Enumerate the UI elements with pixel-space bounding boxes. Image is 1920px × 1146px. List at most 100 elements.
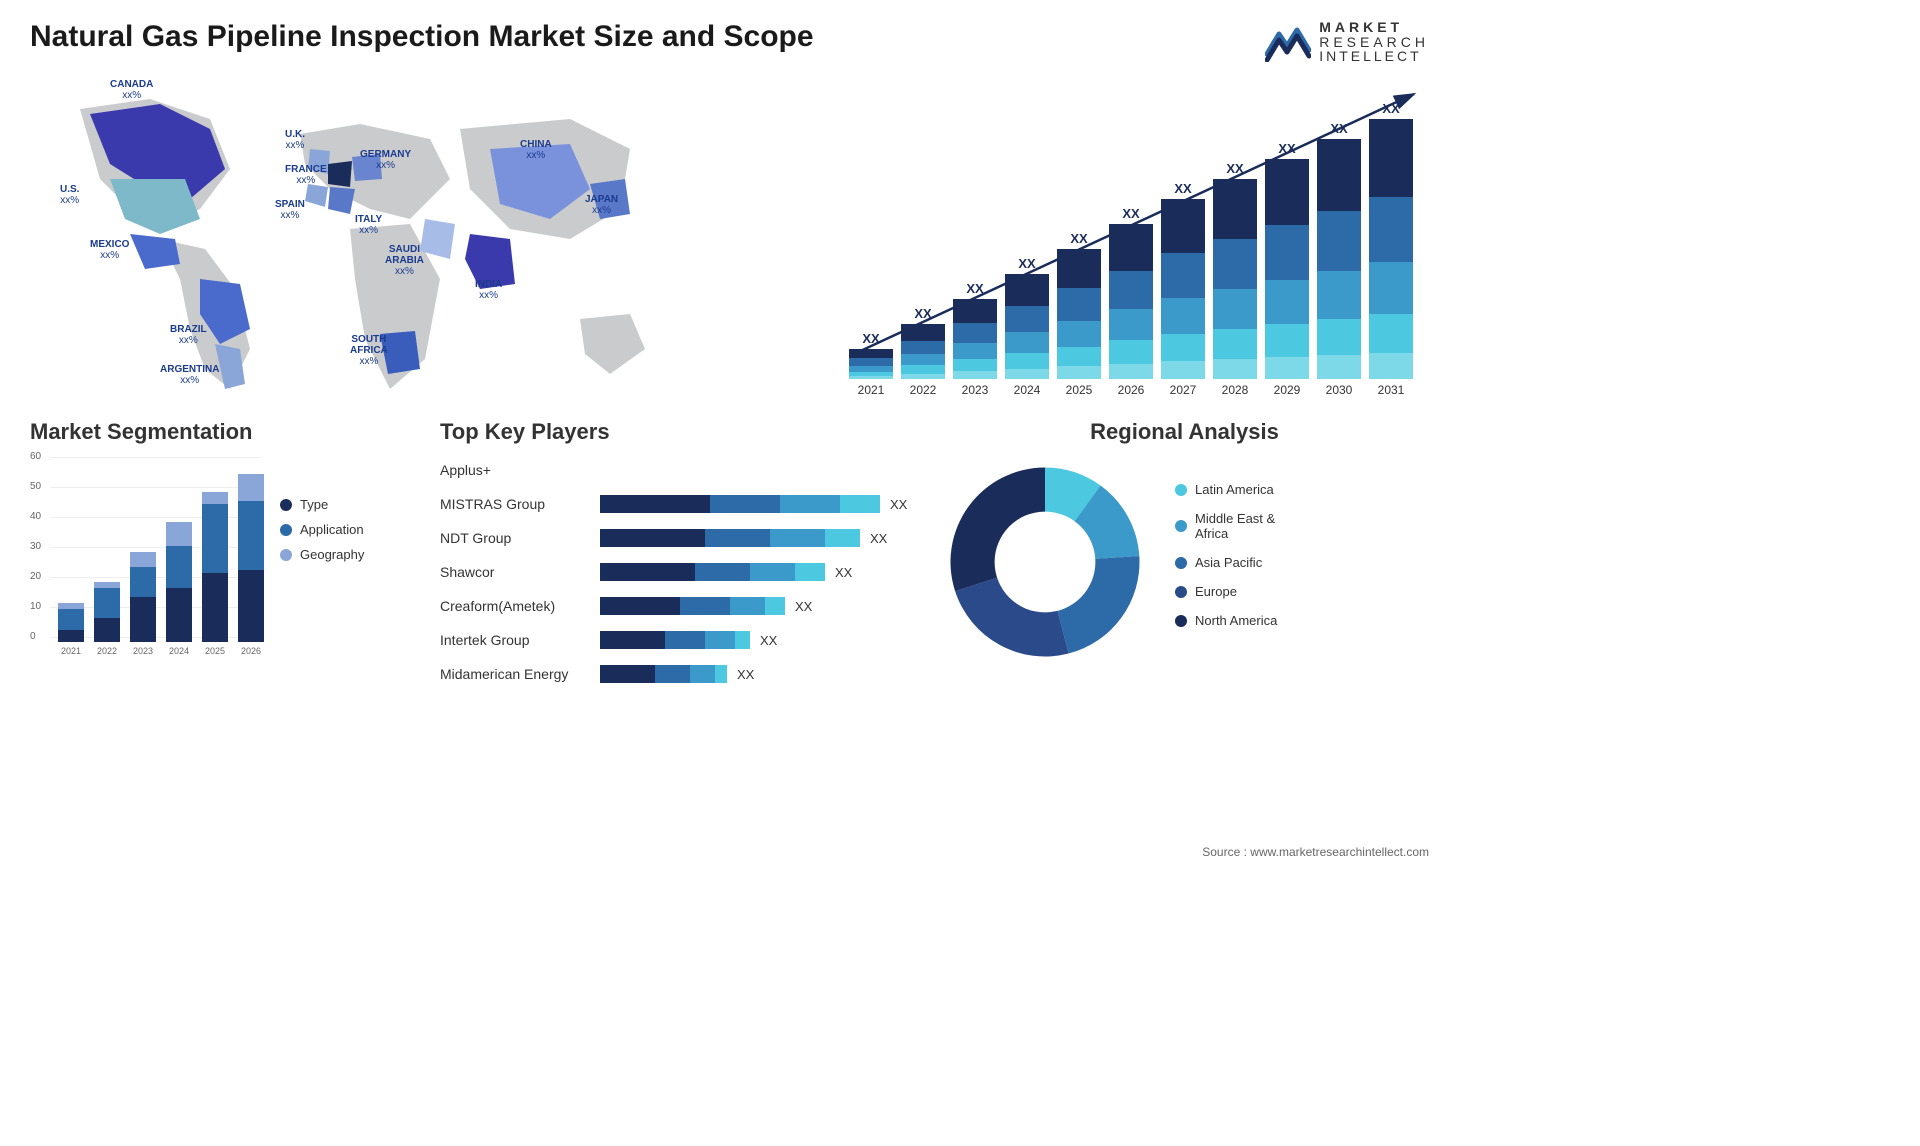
player-row: Midamerican Energy XX <box>440 661 920 687</box>
segment-year: 2024 <box>166 646 192 656</box>
forecast-bar: XX2030 <box>1317 139 1361 379</box>
legend-item: Geography <box>280 547 364 562</box>
axis-tick: 10 <box>30 601 41 612</box>
player-name: NDT Group <box>440 530 600 546</box>
bar-year-label: 2028 <box>1213 383 1257 397</box>
bar-year-label: 2021 <box>849 383 893 397</box>
bar-year-label: 2022 <box>901 383 945 397</box>
bar-value-label: XX <box>901 306 945 321</box>
main-forecast-chart: XX2021XX2022XX2023XX2024XX2025XX2026XX20… <box>839 79 1429 399</box>
bar-year-label: 2031 <box>1369 383 1413 397</box>
player-name: Shawcor <box>440 564 600 580</box>
source-label: Source : www.marketresearchintellect.com <box>1202 845 1429 859</box>
axis-tick: 50 <box>30 481 41 492</box>
player-bar <box>600 495 880 513</box>
map-label: SOUTHAFRICAxx% <box>350 334 388 367</box>
regional-legend: Latin AmericaMiddle East &AfricaAsia Pac… <box>1175 482 1277 642</box>
bar-value-label: XX <box>1161 181 1205 196</box>
map-label: ITALYxx% <box>355 214 382 236</box>
player-value: XX <box>737 667 754 682</box>
segment-bar: 2023 <box>130 552 156 642</box>
player-value: XX <box>835 565 852 580</box>
map-label: BRAZILxx% <box>170 324 207 346</box>
player-bar <box>600 631 750 649</box>
map-label: CHINAxx% <box>520 139 552 161</box>
forecast-bar: XX2029 <box>1265 159 1309 379</box>
segment-year: 2026 <box>238 646 264 656</box>
map-label: U.K.xx% <box>285 129 305 151</box>
player-row: Applus+ <box>440 457 920 483</box>
legend-item: Middle East &Africa <box>1175 511 1277 541</box>
player-bar <box>600 597 785 615</box>
player-row: Creaform(Ametek) XX <box>440 593 920 619</box>
page-title: Natural Gas Pipeline Inspection Market S… <box>30 20 814 54</box>
bar-value-label: XX <box>1265 141 1309 156</box>
bar-value-label: XX <box>1369 101 1413 116</box>
regional-donut-chart <box>940 457 1150 667</box>
segmentation-section: Market Segmentation 0102030405060 202120… <box>30 419 420 695</box>
key-players-section: Top Key Players Applus+MISTRAS GroupXXND… <box>440 419 920 695</box>
map-label: SAUDIARABIAxx% <box>385 244 424 277</box>
segmentation-chart: 0102030405060 202120222023202420252026 T… <box>30 457 420 657</box>
forecast-bar: XX2021 <box>849 349 893 379</box>
legend-item: Europe <box>1175 584 1277 599</box>
player-row: Intertek GroupXX <box>440 627 920 653</box>
segment-year: 2023 <box>130 646 156 656</box>
logo-icon <box>1265 22 1311 62</box>
player-name: Creaform(Ametek) <box>440 598 600 614</box>
segment-bar: 2026 <box>238 474 264 642</box>
legend-item: Application <box>280 522 364 537</box>
segment-bar: 2022 <box>94 582 120 642</box>
players-title: Top Key Players <box>440 419 920 445</box>
map-label: SPAINxx% <box>275 199 305 221</box>
brand-logo: MARKET RESEARCH INTELLECT <box>1265 20 1429 64</box>
bar-value-label: XX <box>1317 121 1361 136</box>
legend-item: North America <box>1175 613 1277 628</box>
player-row: MISTRAS GroupXX <box>440 491 920 517</box>
bar-year-label: 2024 <box>1005 383 1049 397</box>
player-name: Applus+ <box>440 462 600 478</box>
player-value: XX <box>795 599 812 614</box>
logo-line1: MARKET <box>1319 20 1429 35</box>
map-label: FRANCExx% <box>285 164 327 186</box>
legend-item: Type <box>280 497 364 512</box>
bar-value-label: XX <box>1005 256 1049 271</box>
bar-year-label: 2026 <box>1109 383 1153 397</box>
map-label: MEXICOxx% <box>90 239 129 261</box>
player-value: XX <box>870 531 887 546</box>
regional-section: Regional Analysis Latin AmericaMiddle Ea… <box>940 419 1429 695</box>
segmentation-legend: Type Application Geography <box>280 497 364 572</box>
bar-year-label: 2027 <box>1161 383 1205 397</box>
forecast-bar: XX2022 <box>901 324 945 379</box>
forecast-bar: XX2023 <box>953 299 997 379</box>
map-label: JAPANxx% <box>585 194 618 216</box>
axis-tick: 20 <box>30 571 41 582</box>
legend-item: Asia Pacific <box>1175 555 1277 570</box>
player-bar <box>600 665 727 683</box>
map-label: INDIAxx% <box>475 279 502 301</box>
forecast-bar: XX2025 <box>1057 249 1101 379</box>
map-label: ARGENTINAxx% <box>160 364 219 386</box>
bar-value-label: XX <box>1057 231 1101 246</box>
forecast-bar: XX2027 <box>1161 199 1205 379</box>
player-row: Shawcor XX <box>440 559 920 585</box>
bar-year-label: 2023 <box>953 383 997 397</box>
axis-tick: 60 <box>30 451 41 462</box>
map-label: U.S.xx% <box>60 184 79 206</box>
bar-value-label: XX <box>1109 206 1153 221</box>
forecast-bar: XX2031 <box>1369 119 1413 379</box>
segmentation-title: Market Segmentation <box>30 419 420 445</box>
regional-title: Regional Analysis <box>940 419 1429 445</box>
bar-year-label: 2025 <box>1057 383 1101 397</box>
forecast-bar: XX2024 <box>1005 274 1049 379</box>
forecast-bar: XX2028 <box>1213 179 1257 379</box>
player-name: MISTRAS Group <box>440 496 600 512</box>
player-name: Midamerican Energy <box>440 666 600 682</box>
player-value: XX <box>760 633 777 648</box>
axis-tick: 40 <box>30 511 41 522</box>
player-row: NDT Group XX <box>440 525 920 551</box>
bar-value-label: XX <box>849 331 893 346</box>
map-label: GERMANYxx% <box>360 149 411 171</box>
player-bar <box>600 563 825 581</box>
segment-year: 2022 <box>94 646 120 656</box>
